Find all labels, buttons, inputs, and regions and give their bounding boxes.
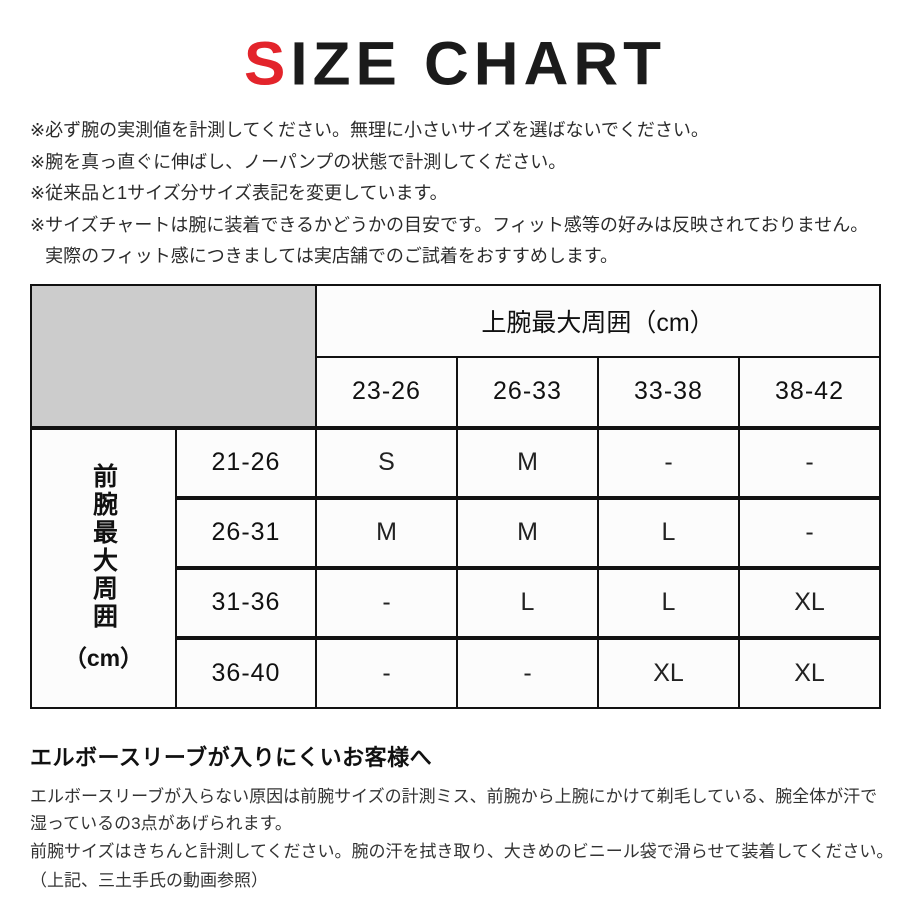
note-text: 従来品と1サイズ分サイズ表記を変更しています。 (45, 183, 448, 204)
video-reference-note: （上記、三土手氏の動画参照） (30, 871, 268, 891)
title-rest: IZE CHART (290, 30, 666, 99)
size-cell: - (315, 565, 458, 639)
advice-text: エルボースリーブが入らない原因は前腕サイズの計測ミス、前腕から上腕にかけて剃毛し… (30, 786, 878, 806)
size-cell: L (597, 495, 740, 569)
size-cell: M (315, 495, 458, 569)
row-header: 21-26 (175, 425, 317, 499)
row-header: 26-31 (175, 495, 317, 569)
note-marker: ※ (30, 214, 46, 235)
row-header: 36-40 (175, 635, 317, 709)
column-group-header: 上腕最大周囲（cm） (314, 283, 882, 358)
size-cell: M (456, 495, 599, 569)
size-cell: XL (737, 565, 882, 639)
size-cell: XL (597, 635, 740, 709)
row-header: 31-36 (175, 565, 317, 639)
fitting-advice-section: エルボースリーブが入りにくいお客様へ エルボースリーブが入らない原因は前腕サイズ… (30, 740, 894, 895)
measurement-notes: ※ 必ず腕の実測値を計測してください。無理に小さいサイズを選ばないでください。 … (30, 115, 880, 273)
note-item: ※ サイズチャートは腕に装着できるかどうかの目安です。フィット感等の好みは反映さ… (30, 210, 880, 273)
note-marker: ※ (30, 120, 46, 141)
size-cell: XL (737, 635, 882, 709)
size-cell: - (737, 425, 882, 499)
column-header: 38-42 (737, 355, 882, 429)
fitting-advice-body: エルボースリーブが入らない原因は前腕サイズの計測ミス、前腕から上腕にかけて剃毛し… (30, 783, 894, 895)
note-item: ※ 従来品と1サイズ分サイズ表記を変更しています。 (30, 178, 880, 210)
table-row: 36-40 - - XL XL (31, 635, 882, 709)
row-group-label: 前腕最大周囲 (89, 463, 118, 632)
size-table: 上腕最大周囲（cm） 23-26 26-33 33-38 38-42 前腕最大周… (30, 283, 882, 709)
advice-text: 湿っているの3点があげられます。 (30, 814, 292, 834)
size-cell: - (597, 425, 740, 499)
table-row: 前腕最大周囲 （cm） 21-26 S M - - (30, 425, 882, 709)
note-marker: ※ (30, 183, 46, 204)
row-group-unit: （cm） (63, 645, 144, 672)
size-cell: S (315, 425, 458, 499)
note-text: 腕を真っ直ぐに伸ばし、ノーパンプの状態で計測してください。 (45, 151, 567, 172)
note-text: 実際のフィット感につきましては実店舗でのご試着をおすすめします。 (45, 246, 619, 267)
row-group-header: 前腕最大周囲 （cm） (30, 425, 177, 709)
table-row: 31-36 - L L XL (31, 565, 882, 639)
column-header: 23-26 (315, 355, 458, 429)
column-header: 33-38 (597, 355, 740, 429)
size-cell: M (456, 425, 599, 499)
size-cell: - (737, 495, 882, 569)
table-row: 26-31 M M L - (31, 495, 882, 569)
note-marker: ※ (30, 151, 46, 172)
corner-cell (30, 283, 317, 429)
size-cell: - (456, 635, 599, 709)
note-item: ※ 腕を真っ直ぐに伸ばし、ノーパンプの状態で計測してください。 (30, 147, 880, 179)
page-title: SIZE CHART (0, 33, 910, 97)
size-table-container: 上腕最大周囲（cm） 23-26 26-33 33-38 38-42 前腕最大周… (30, 283, 882, 709)
size-cell: L (597, 565, 740, 639)
advice-text: 前腕サイズはきちんと計測してください。腕の汗を拭き取り、大きめのビニール袋で滑ら… (30, 841, 894, 861)
note-text: 必ず腕の実測値を計測してください。無理に小さいサイズを選ばないでください。 (45, 120, 709, 141)
note-item: ※ 必ず腕の実測値を計測してください。無理に小さいサイズを選ばないでください。 (30, 115, 880, 147)
column-header: 26-33 (456, 355, 599, 429)
note-text: サイズチャートは腕に装着できるかどうかの目安です。フィット感等の好みは反映されて… (45, 214, 869, 235)
fitting-advice-heading: エルボースリーブが入りにくいお客様へ (30, 744, 433, 770)
title-accent-letter: S (243, 30, 291, 99)
size-cell: - (315, 635, 458, 709)
size-cell: L (456, 565, 599, 639)
